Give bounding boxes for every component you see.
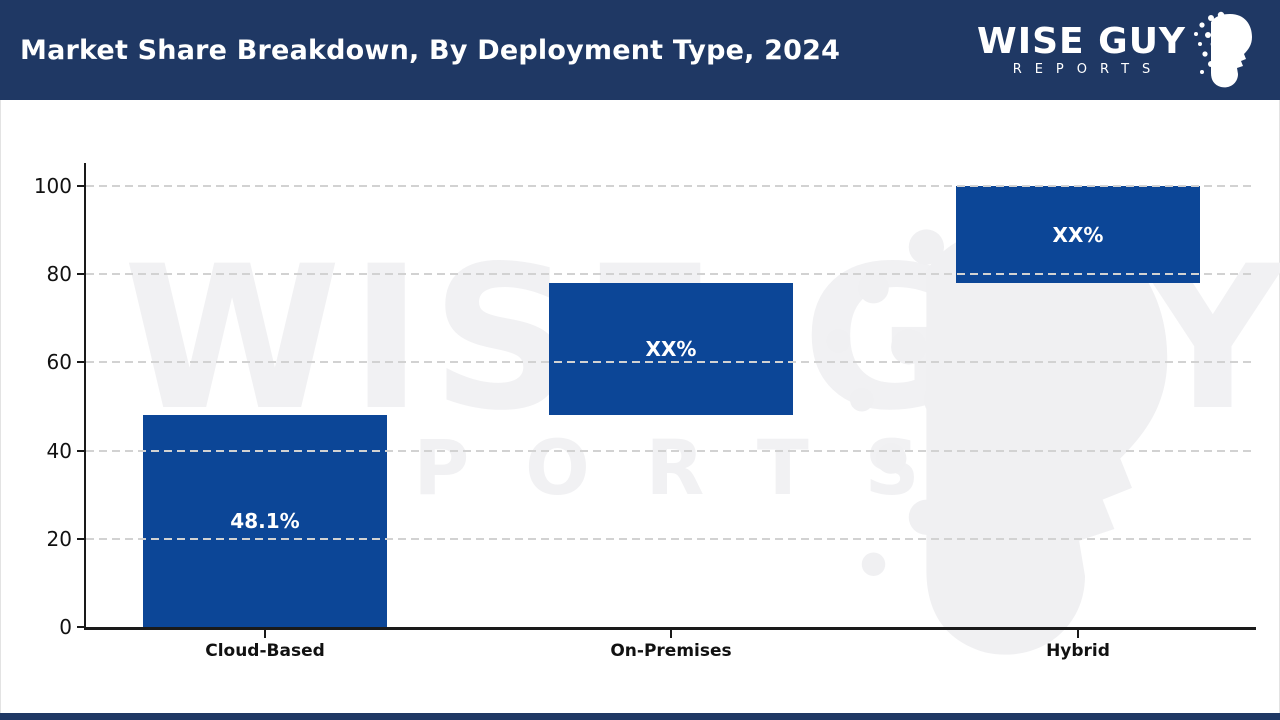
x-axis-category-label: Cloud-Based	[205, 641, 325, 661]
wiseguy-logo: WISE GUY REPORTS	[977, 10, 1254, 90]
bar-value-label: 48.1%	[230, 508, 300, 533]
chart-title: Market Share Breakdown, By Deployment Ty…	[20, 34, 841, 66]
bar-value-label: XX%	[645, 336, 697, 361]
chart-area: WISE GUY REPORTS 02040608010048.1%Cloud-…	[0, 100, 1280, 713]
y-axis-tick-label: 100	[33, 174, 72, 198]
x-axis-line	[84, 627, 1256, 630]
header: Market Share Breakdown, By Deployment Ty…	[0, 0, 1280, 100]
bottom-accent-bar	[0, 713, 1280, 720]
logo-wordmark: WISE GUY	[976, 21, 1186, 62]
bar-hybrid: XX%	[956, 186, 1200, 284]
gridline	[86, 273, 1256, 276]
y-axis-tick-label: 40	[46, 438, 72, 463]
logo-text: WISE GUY REPORTS	[976, 21, 1186, 77]
bar-value-label: XX%	[1052, 222, 1104, 247]
bar-on-premises: XX%	[549, 283, 793, 415]
gridline	[86, 361, 1256, 364]
gridline	[86, 537, 1256, 540]
gridline	[86, 185, 1256, 187]
y-axis-tick-label: 80	[46, 262, 72, 287]
y-axis-line	[84, 163, 86, 630]
x-axis-tick	[1077, 630, 1079, 638]
x-axis-tick	[264, 630, 266, 638]
y-axis-tick	[77, 449, 84, 452]
logo-face-icon	[1194, 11, 1252, 88]
x-axis-category-label: Hybrid	[1046, 641, 1110, 661]
gridline	[86, 449, 1256, 452]
y-axis-tick-label: 60	[46, 350, 72, 375]
y-axis-tick	[77, 626, 84, 628]
bar-cloud-based: 48.1%	[143, 414, 387, 627]
y-axis-tick-label: 0	[59, 615, 72, 639]
y-axis-tick-label: 20	[46, 526, 72, 551]
y-axis-tick	[77, 537, 84, 540]
x-axis-category-label: On-Premises	[610, 641, 732, 661]
x-axis-tick	[670, 630, 672, 638]
y-axis-tick	[77, 361, 84, 364]
y-axis-tick	[77, 185, 84, 187]
logo-subtext: REPORTS	[1012, 62, 1164, 77]
y-axis-tick	[77, 273, 84, 276]
